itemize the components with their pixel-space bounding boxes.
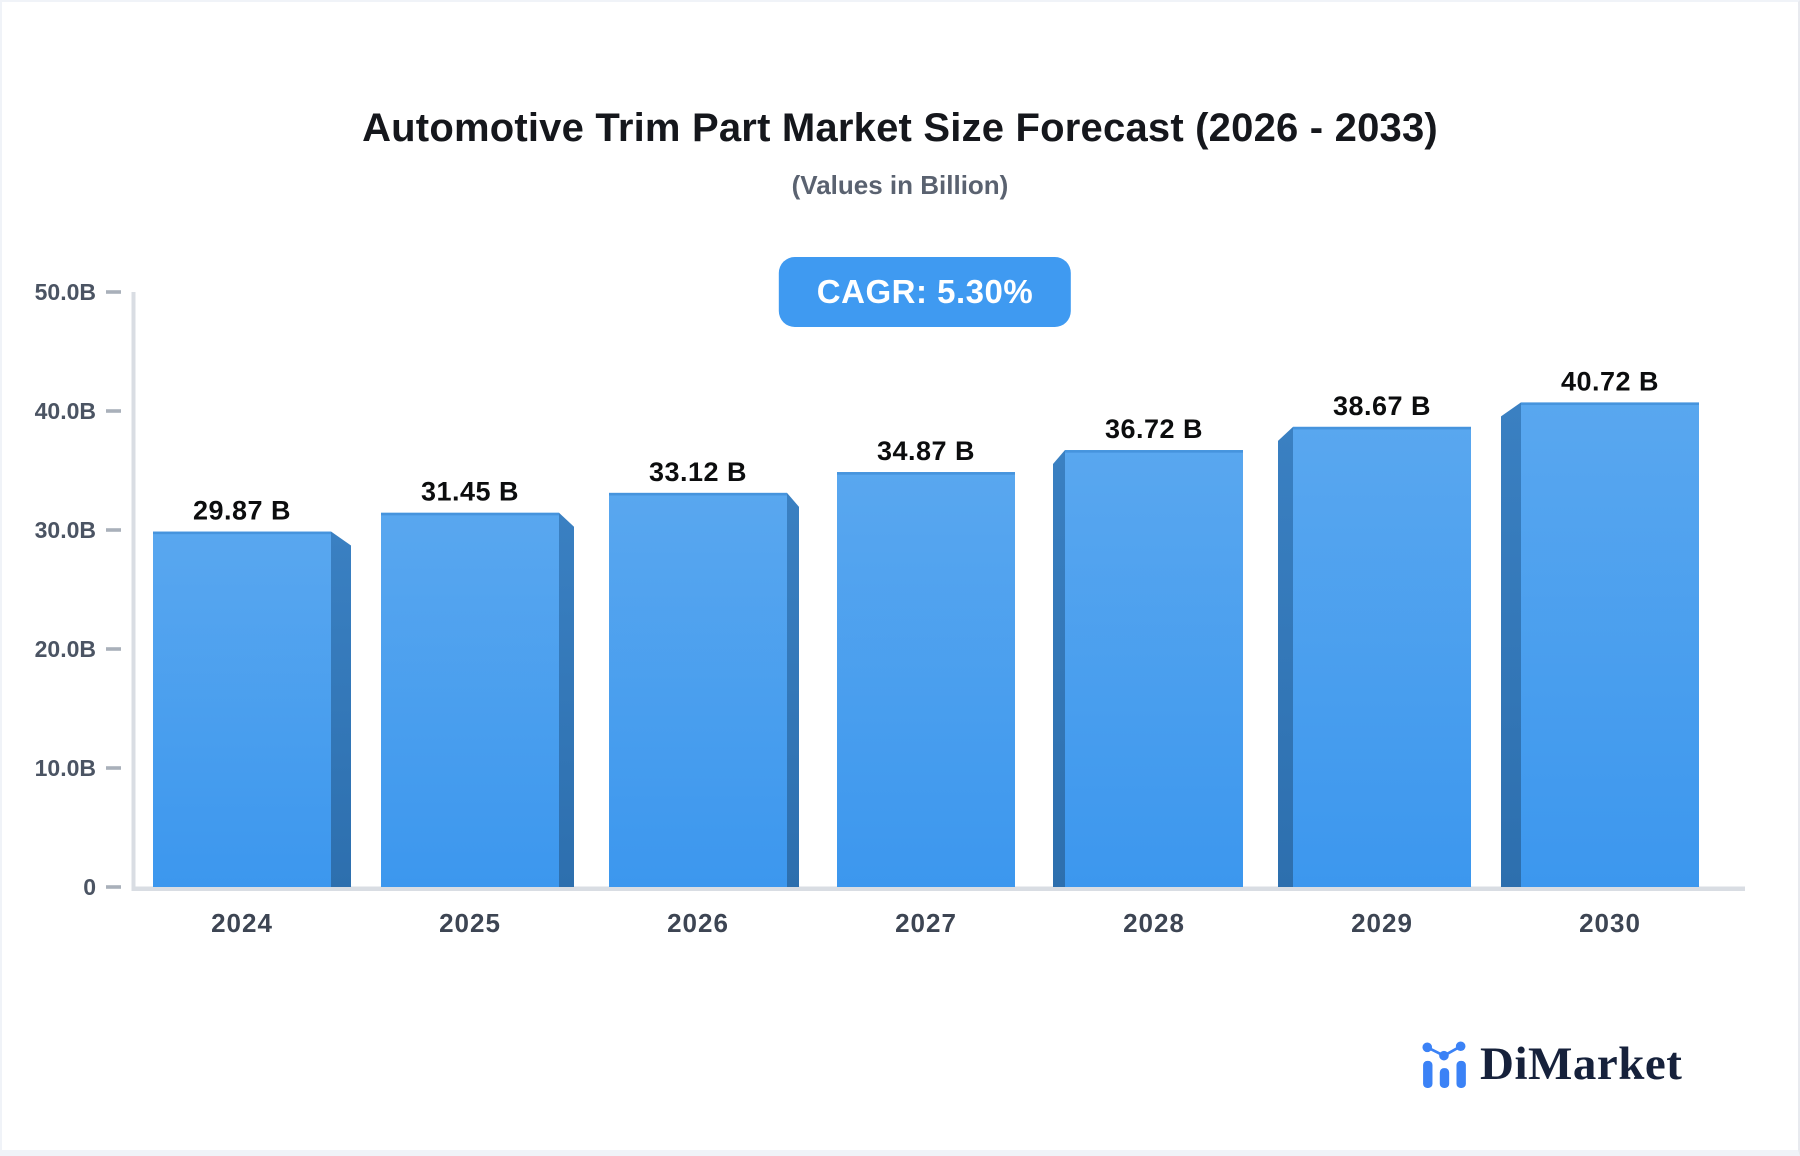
x-tick-label: 2026 [667,908,729,938]
bar-value-label: 40.72 B [1561,366,1659,396]
y-tick [106,766,121,770]
bar-side-face [559,512,574,887]
y-tick-label: 40.0B [35,398,96,424]
bar-face[interactable] [1521,402,1699,887]
bar-top-edge [837,472,1015,475]
y-tick-label: 10.0B [35,755,96,781]
bar-top-edge [1065,450,1243,453]
bar-face[interactable] [837,472,1015,887]
y-tick [106,885,121,889]
x-tick-label: 2025 [439,908,501,938]
bar-top-edge [153,531,331,535]
bar-top-edge [1293,426,1471,430]
logo-dot-right [1455,1041,1466,1052]
cagr-badge: CAGR: 5.30% [778,257,1072,327]
logo-bar-middle [1439,1068,1450,1088]
x-tick-label: 2024 [211,908,273,938]
bar-face[interactable] [1065,450,1243,887]
y-tick [106,647,121,651]
bar-value-label: 33.12 B [649,457,747,487]
logo-bar-left [1423,1060,1433,1088]
bar-face[interactable] [609,492,787,887]
brand-logo-text: DiMarket [1480,1037,1683,1090]
y-tick-label: 30.0B [35,517,96,543]
logo-dot-middle [1439,1050,1449,1061]
bar-side-face [787,492,799,887]
bar-value-label: 36.72 B [1105,414,1203,444]
y-axis-line [131,292,136,891]
y-tick-label: 0 [83,874,96,900]
x-tick-label: 2028 [1123,908,1185,938]
bar-side-face [1053,450,1065,887]
bar-value-label: 38.67 B [1333,391,1431,421]
y-tick-label: 50.0B [35,279,96,305]
chart-subtitle: (Values in Billion) [791,170,1009,200]
bar-top-edge [1521,402,1699,406]
x-tick-label: 2027 [895,908,957,938]
y-tick [106,409,121,413]
bar-value-label: 34.87 B [877,436,975,466]
x-axis-line [131,886,1745,891]
logo-bar-right [1456,1060,1466,1088]
bar-face[interactable] [1293,426,1471,887]
brand-logo: DiMarket [1422,1040,1682,1088]
y-tick [106,290,121,294]
y-tick-label: 20.0B [35,636,96,662]
bar-side-face [331,531,351,887]
bar-top-edge [609,492,787,496]
bar-value-label: 31.45 B [421,477,519,507]
logo-dot-left [1422,1042,1433,1053]
bar-value-label: 29.87 B [193,496,291,526]
bar-side-face [1501,402,1521,887]
bar-side-face [1278,426,1293,887]
x-tick-label: 2030 [1579,908,1641,938]
bar-face[interactable] [381,512,559,887]
x-tick-label: 2029 [1351,908,1413,938]
bar-top-edge [381,512,559,516]
bar-face[interactable] [153,531,331,887]
brand-logo-icon [1422,1041,1466,1088]
chart-title: Automotive Trim Part Market Size Forecas… [362,106,1438,150]
y-tick [106,528,121,532]
